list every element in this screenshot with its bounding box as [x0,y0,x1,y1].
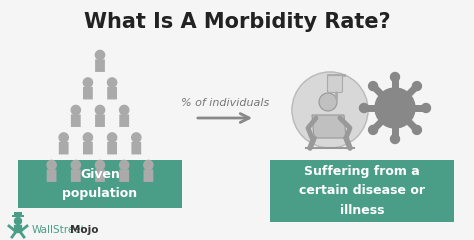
FancyBboxPatch shape [328,76,343,92]
FancyBboxPatch shape [131,142,141,155]
FancyBboxPatch shape [95,114,105,127]
Text: % of individuals: % of individuals [181,98,269,108]
Circle shape [391,134,400,144]
FancyBboxPatch shape [144,169,153,182]
FancyBboxPatch shape [14,225,22,233]
Circle shape [95,105,105,115]
FancyBboxPatch shape [95,60,105,72]
FancyBboxPatch shape [83,87,93,99]
FancyBboxPatch shape [71,169,81,182]
FancyBboxPatch shape [83,142,93,155]
FancyBboxPatch shape [71,114,81,127]
Circle shape [319,93,337,111]
Circle shape [375,88,415,128]
Circle shape [144,160,153,170]
Circle shape [292,72,368,148]
Circle shape [108,78,117,87]
FancyBboxPatch shape [107,142,117,155]
Circle shape [369,82,378,90]
Circle shape [391,72,400,82]
Circle shape [119,160,129,170]
Circle shape [83,133,92,142]
Circle shape [95,50,105,60]
Circle shape [108,133,117,142]
FancyBboxPatch shape [107,87,117,99]
Text: WallStreet: WallStreet [32,225,86,235]
Circle shape [95,160,105,170]
FancyBboxPatch shape [119,169,129,182]
Circle shape [132,133,141,142]
FancyBboxPatch shape [18,160,182,208]
Text: Mojo: Mojo [70,225,99,235]
Circle shape [412,82,421,90]
Circle shape [119,105,129,115]
Text: What Is A Morbidity Rate?: What Is A Morbidity Rate? [84,12,390,32]
FancyBboxPatch shape [270,160,454,222]
Circle shape [71,105,81,115]
Circle shape [59,133,68,142]
Circle shape [412,126,421,134]
FancyBboxPatch shape [47,169,56,182]
FancyBboxPatch shape [95,169,105,182]
FancyBboxPatch shape [12,215,24,217]
Circle shape [15,217,21,224]
Text: Suffering from a
certain disease or
illness: Suffering from a certain disease or illn… [299,166,425,216]
Circle shape [71,160,81,170]
Circle shape [421,103,430,113]
Polygon shape [312,115,346,138]
FancyBboxPatch shape [119,114,129,127]
Text: Given
population: Given population [63,168,137,200]
Circle shape [83,78,92,87]
FancyBboxPatch shape [14,212,22,216]
Circle shape [47,160,56,170]
Circle shape [369,126,378,134]
Circle shape [359,103,368,113]
FancyBboxPatch shape [59,142,69,155]
